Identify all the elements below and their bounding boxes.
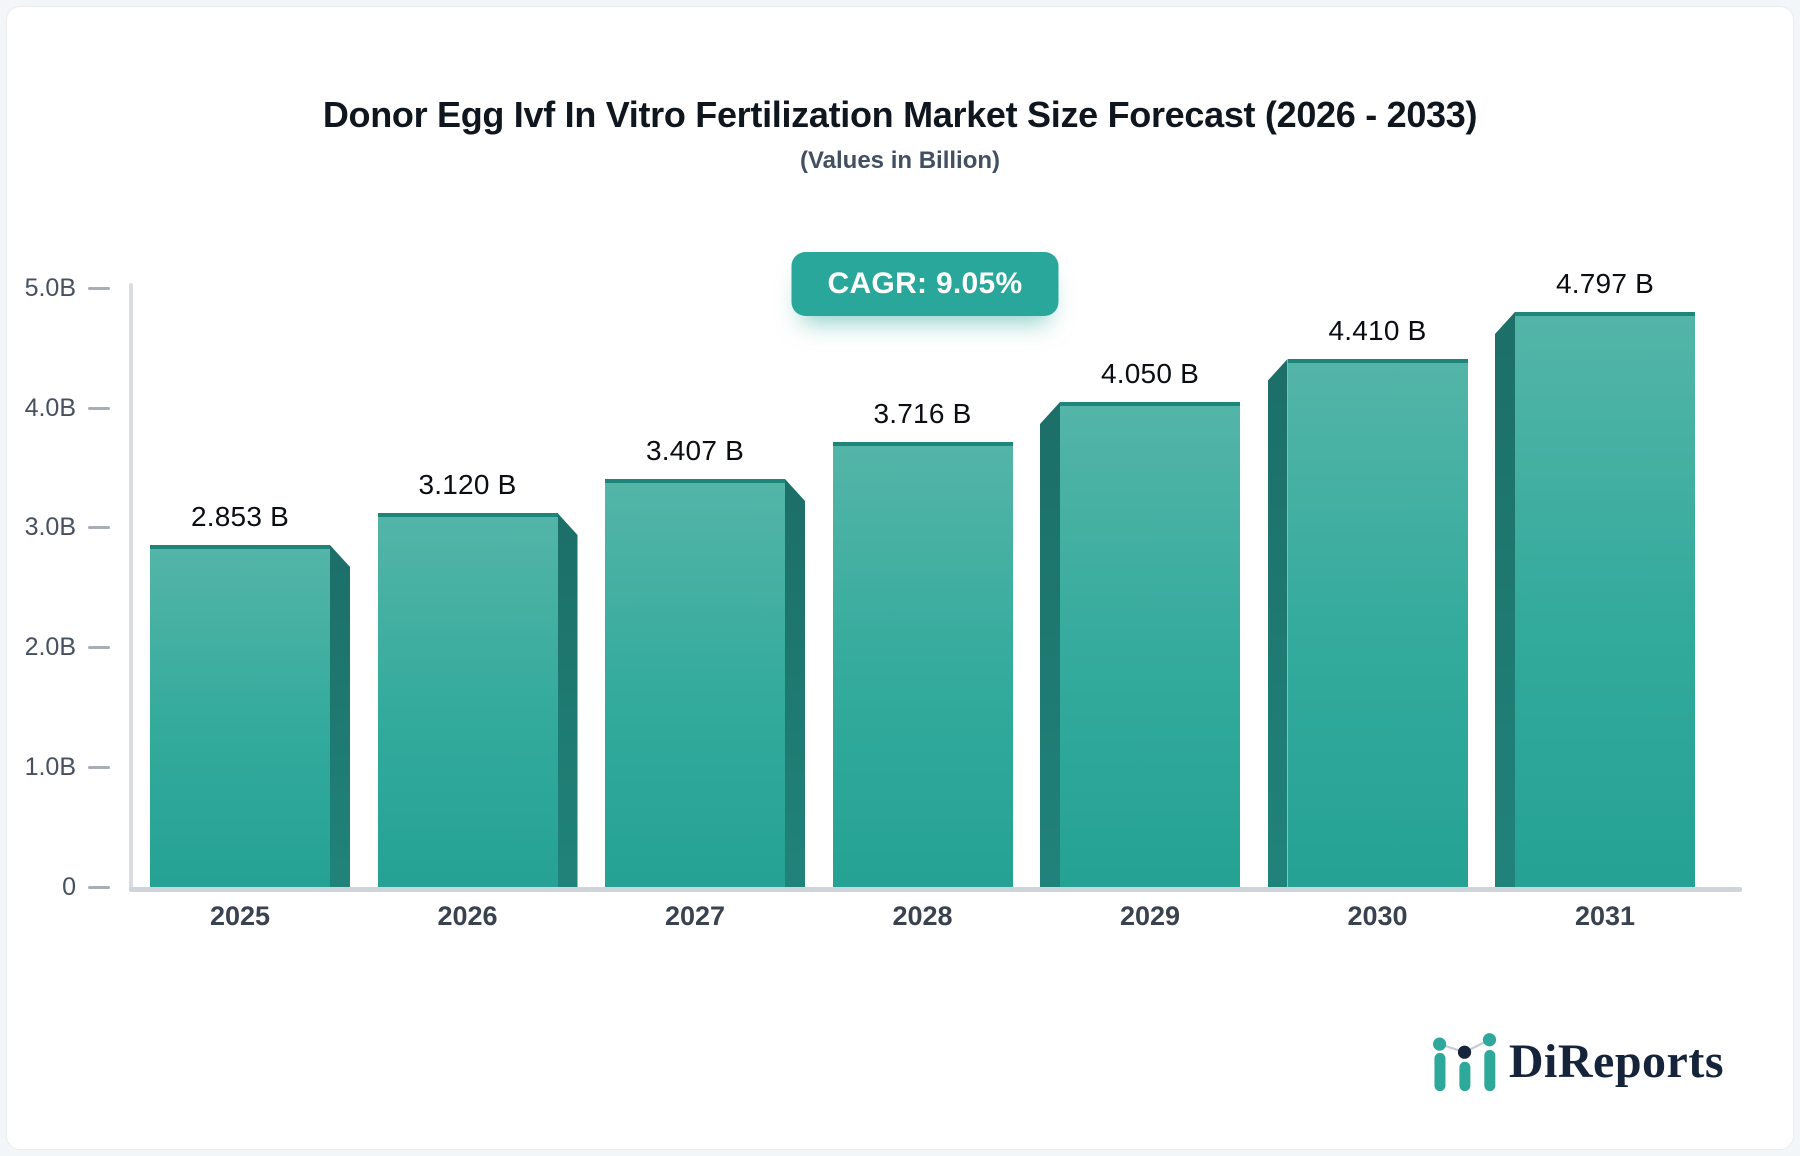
- direports-logo-icon: [1432, 1033, 1496, 1092]
- bar-side-2027: [785, 479, 805, 887]
- y-tick-label: 2.0B: [24, 633, 76, 662]
- bar-2030[interactable]: [1287, 359, 1468, 887]
- x-tick-label: 2031: [1574, 901, 1636, 931]
- x-tick-label: 2029: [1119, 901, 1181, 931]
- x-tick-label: 2027: [664, 901, 726, 931]
- bar-side-2029: [1040, 402, 1060, 887]
- x-tick-label: 2030: [1347, 901, 1408, 931]
- brand-logo: DiReports: [1429, 1028, 1724, 1094]
- bar-2027[interactable]: [605, 479, 785, 887]
- bar-value-label: 3.120 B: [418, 469, 517, 500]
- bar-side-2026: [557, 513, 578, 887]
- y-tick-label: 4.0B: [24, 393, 76, 422]
- y-tick-mark: [88, 766, 110, 770]
- cagr-badge: CAGR: 9.05%: [791, 252, 1059, 316]
- x-tick-label: 2025: [209, 901, 271, 931]
- bar-value-label: 4.410 B: [1328, 315, 1427, 346]
- y-tick-label: 1.0B: [24, 753, 76, 782]
- bar-value-label: 3.716 B: [873, 398, 972, 429]
- y-tick-label: 5.0B: [24, 273, 76, 302]
- x-tick-label: 2026: [437, 901, 498, 931]
- bar-side-2025: [330, 545, 350, 887]
- bar-2026[interactable]: [377, 513, 558, 887]
- chart-title: Donor Egg Ivf In Vitro Fertilization Mar…: [322, 94, 1478, 135]
- bar-2029[interactable]: [1060, 402, 1240, 887]
- bar-side-2030: [1267, 359, 1288, 887]
- direports-logo-text: DiReports: [1508, 1034, 1724, 1088]
- y-tick-mark: [88, 526, 110, 530]
- bar-value-label: 4.797 B: [1556, 268, 1654, 299]
- y-tick-label: 0: [62, 873, 76, 901]
- x-axis-line: [129, 887, 1742, 892]
- y-axis-line: [129, 283, 133, 891]
- y-tick-mark: [88, 886, 110, 889]
- chart-subtitle: (Values in Billion): [799, 147, 1001, 174]
- bar-value-label: 2.853 B: [191, 501, 289, 532]
- y-tick-label: 3.0B: [24, 513, 76, 542]
- y-tick-mark: [88, 646, 110, 650]
- bar-2028[interactable]: [832, 442, 1013, 887]
- bar-value-label: 4.050 B: [1101, 358, 1199, 389]
- bar-2031[interactable]: [1515, 312, 1695, 887]
- bar-2025[interactable]: [150, 545, 330, 887]
- bar-value-label: 3.407 B: [646, 435, 744, 466]
- y-tick-mark: [88, 406, 110, 410]
- x-tick-label: 2028: [892, 901, 953, 931]
- bar-side-2031: [1495, 312, 1515, 887]
- y-tick-mark: [88, 286, 110, 290]
